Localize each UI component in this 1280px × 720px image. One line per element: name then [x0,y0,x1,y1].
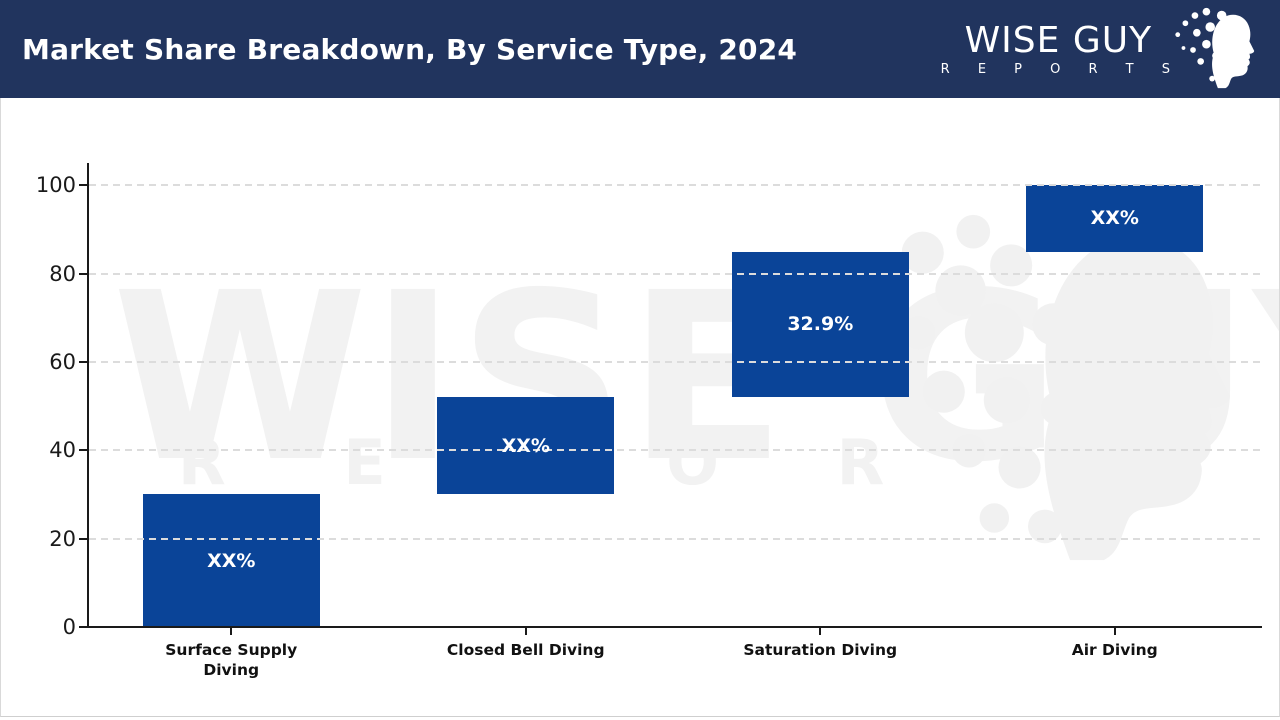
bar-saturation-diving [731,251,909,398]
y-tickmark-40 [79,449,88,452]
gridline-80 [89,272,1262,275]
chart-title: Market Share Breakdown, By Service Type,… [22,32,798,66]
x-axis-label-air-diving: Air Diving [1071,641,1158,659]
y-axis-label-60: 60 [49,349,76,374]
x-tickmark-saturation-diving [819,627,822,635]
bar-value-label-saturation-diving: 32.9% [787,313,854,336]
header: Market Share Breakdown, By Service Type,… [0,0,1280,98]
y-axis-label-100: 100 [35,173,76,198]
gridline-20 [89,537,1262,540]
logo-wordmark: WISE GUY [964,19,1153,61]
y-tickmark-0 [79,626,88,628]
y-tickmark-80 [79,272,88,275]
y-tickmark-20 [79,537,88,540]
y-axis-label-0: 0 [62,615,76,639]
gridline-40 [89,449,1262,452]
gridline-60 [89,360,1262,363]
logo-face-icon [1175,7,1255,89]
x-axis-label-saturation-diving: Saturation Diving [743,641,898,659]
y-axis-label-20: 20 [49,526,76,551]
bar-air-diving [1026,185,1204,252]
x-tickmark-closed-bell-diving [524,627,527,635]
y-axis-line [87,163,89,628]
bar-value-label-surface-supply-diving: XX% [207,549,256,572]
logo-text: WISE GUY R E P O R T S [935,19,1182,77]
x-tickmark-surface-supply-diving [230,627,233,635]
logo-subtitle: R E P O R T S [940,61,1182,77]
x-axis-line [87,626,1262,628]
x-axis-label-surface-supply-diving: Surface Supply Diving [165,641,298,679]
y-tickmark-100 [79,184,88,187]
bar-surface-supply-diving [142,494,320,627]
bar-closed-bell-diving [437,397,615,495]
watermark-face-icon [901,214,1231,561]
bar-value-label-air-diving: XX% [1090,207,1139,230]
wiseguy-logo: WISE GUY R E P O R T S [935,6,1258,92]
gridline-100 [89,184,1262,187]
y-axis-label-40: 40 [49,438,76,463]
y-axis-label-80: 80 [49,261,76,286]
bar-value-label-closed-bell-diving: XX% [501,434,550,457]
x-axis-label-closed-bell-diving: Closed Bell Diving [446,641,605,659]
x-tickmark-air-diving [1113,627,1116,635]
y-tickmark-60 [79,360,88,363]
